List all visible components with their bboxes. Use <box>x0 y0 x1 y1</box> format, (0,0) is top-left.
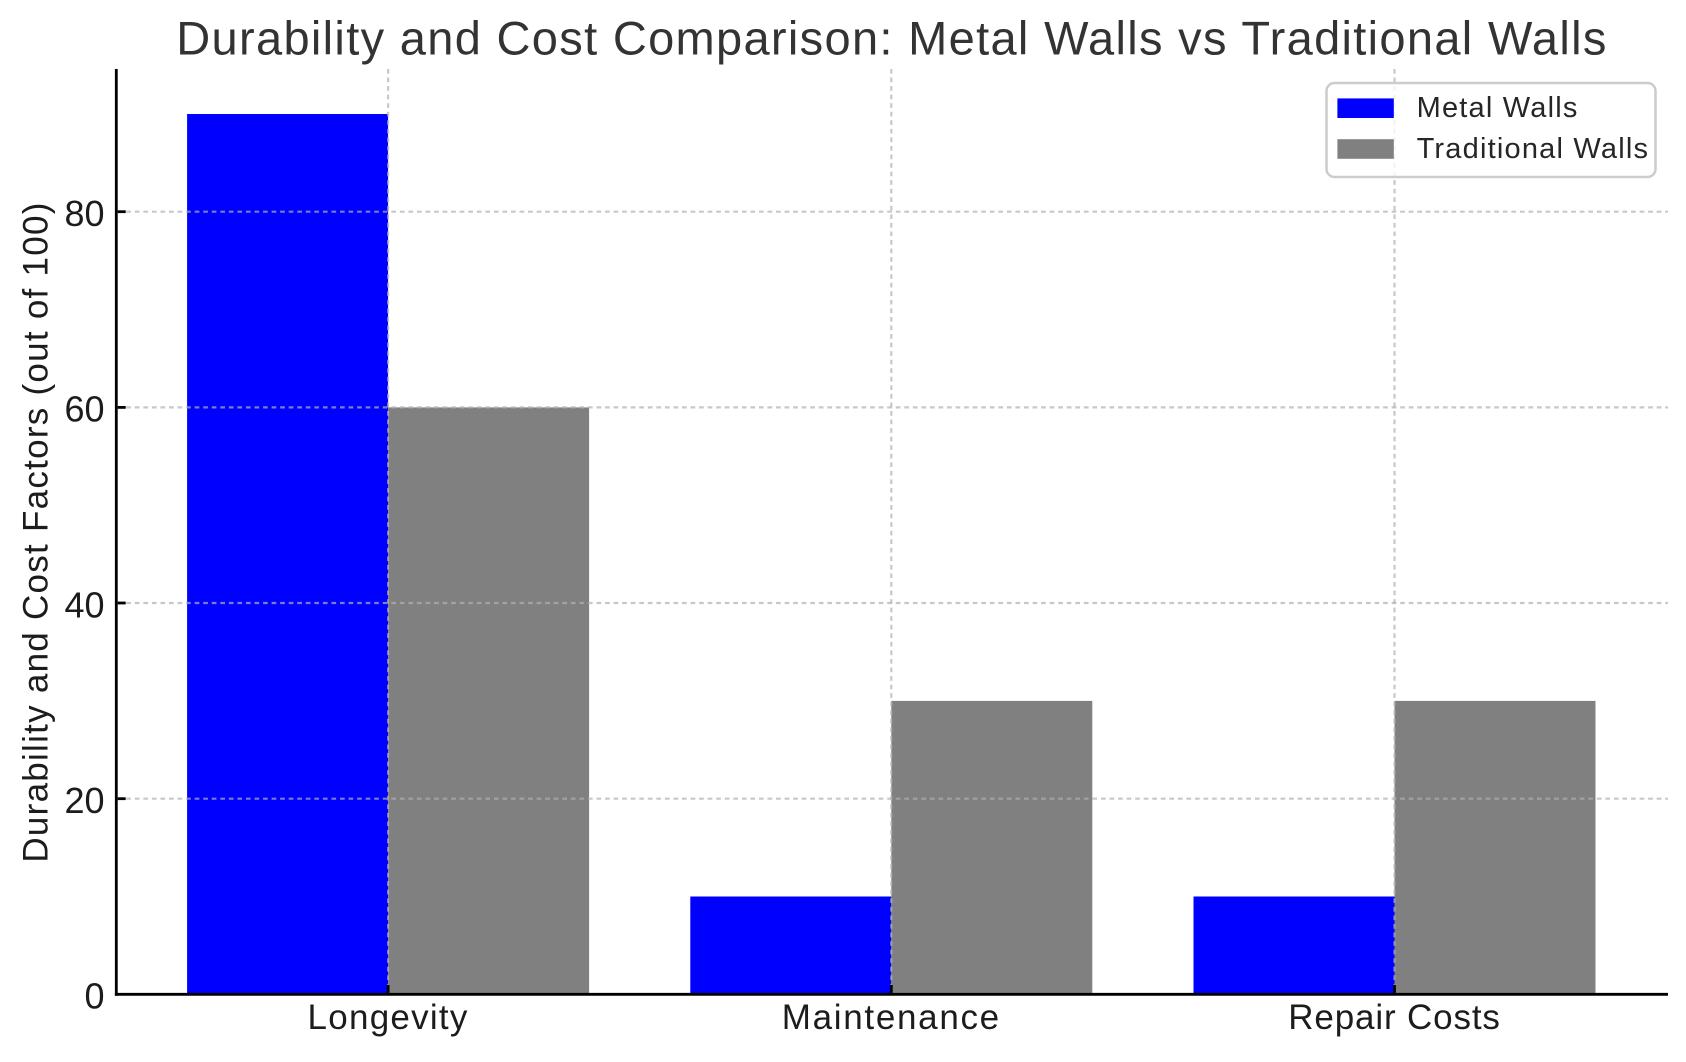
svg-text:Longevity: Longevity <box>308 998 469 1037</box>
svg-text:Durability and Cost Factors (o: Durability and Cost Factors (out of 100) <box>16 201 55 862</box>
svg-text:Traditional Walls: Traditional Walls <box>1417 133 1650 165</box>
svg-text:20: 20 <box>64 780 104 821</box>
svg-text:Durability and Cost Comparison: Durability and Cost Comparison: Metal Wa… <box>176 11 1607 64</box>
svg-text:80: 80 <box>64 193 104 234</box>
svg-text:Metal Walls: Metal Walls <box>1417 92 1579 124</box>
svg-text:Maintenance: Maintenance <box>782 998 1001 1037</box>
svg-text:60: 60 <box>64 389 104 430</box>
svg-text:40: 40 <box>64 584 104 625</box>
svg-text:0: 0 <box>84 976 104 1017</box>
svg-text:Repair Costs: Repair Costs <box>1288 998 1501 1037</box>
